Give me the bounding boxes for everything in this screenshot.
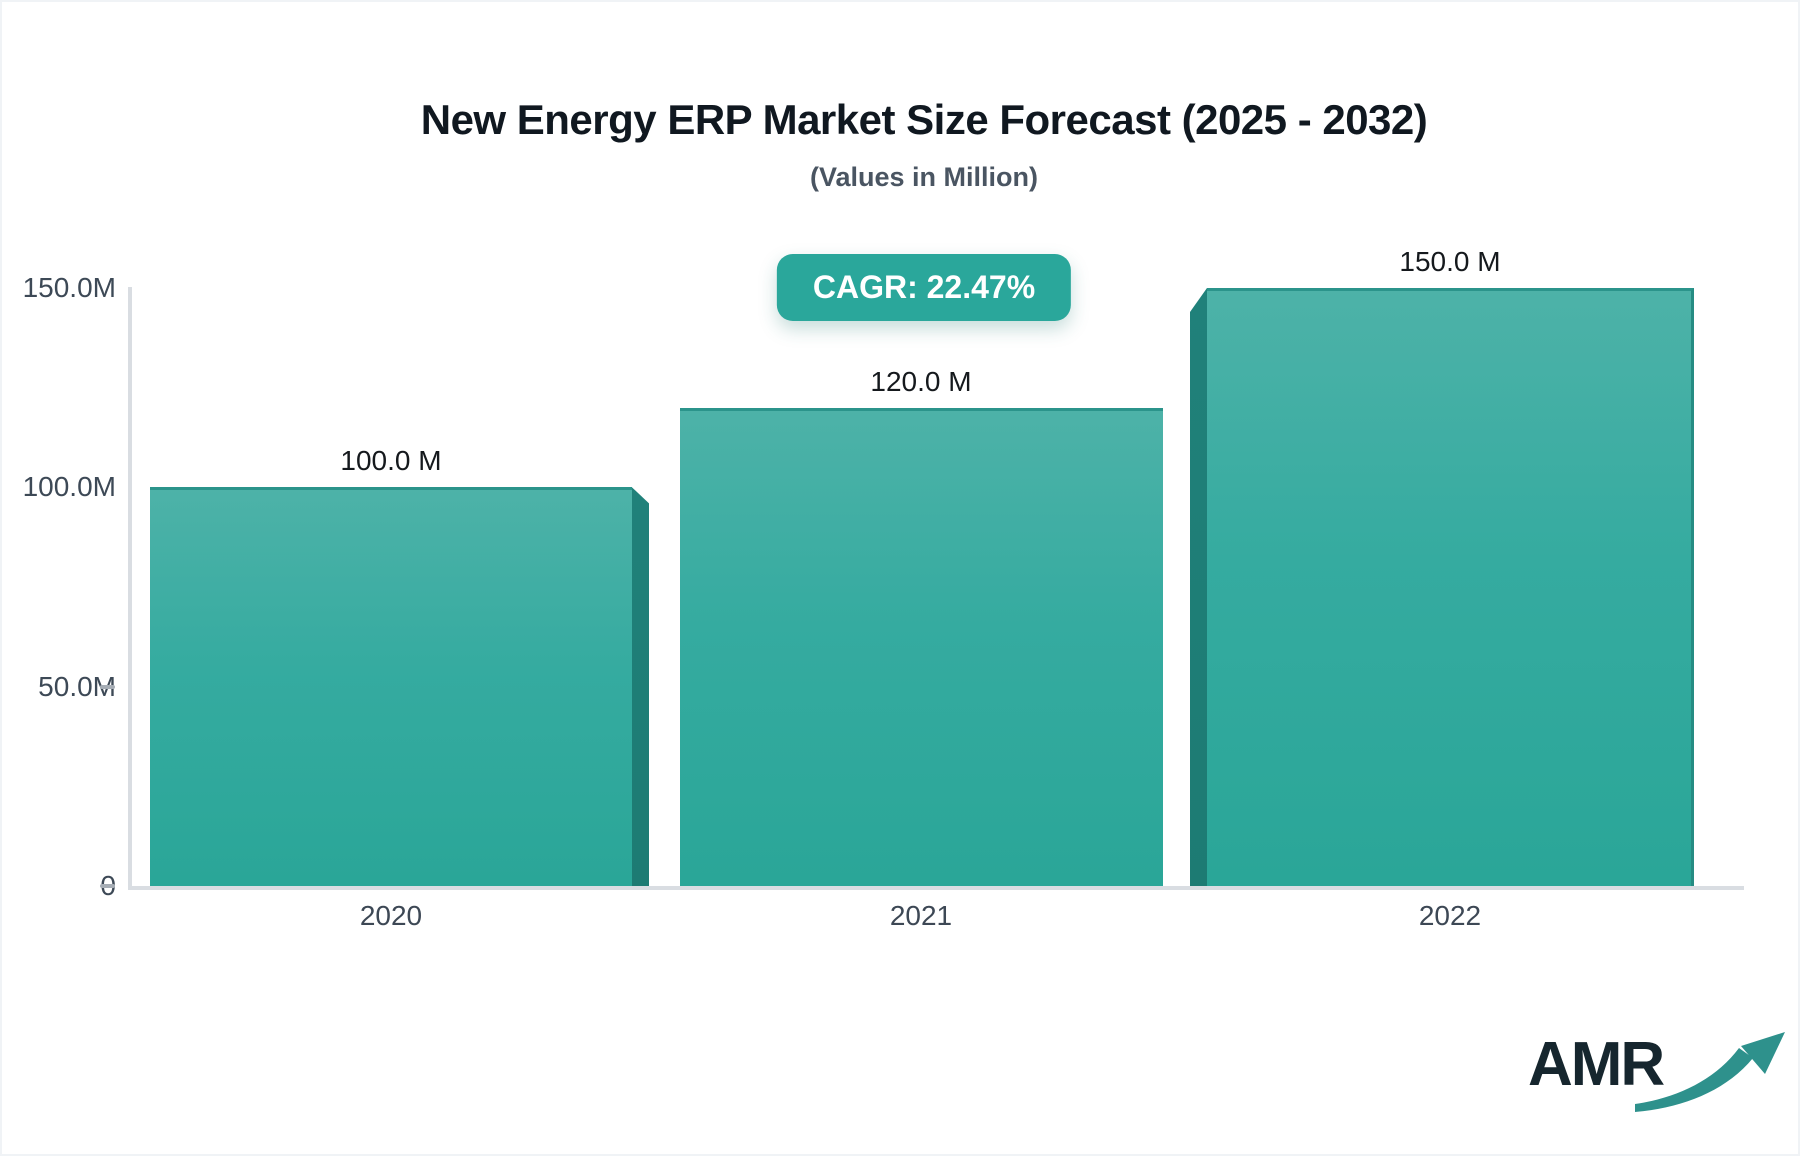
bar-value-label: 120.0 M (870, 365, 972, 397)
bar-value-label: 150.0 M (1399, 246, 1501, 277)
x-category-label-2022: 2022 (1418, 900, 1482, 931)
bar-2022 (1207, 288, 1694, 886)
bar-value-label: 100.0 M (340, 445, 442, 477)
cagr-badge: CAGR: 22.47% (776, 254, 1072, 321)
bar-2021 (680, 407, 1163, 886)
amr-logo: AMR (1528, 1030, 1793, 1120)
y-tick-label-50: 50.0M (38, 670, 116, 702)
y-tick-dash-50 (100, 684, 115, 689)
y-tick-label-0: 0 (0, 870, 116, 902)
y-axis-line (128, 287, 132, 888)
growth-arrow-icon (1635, 1032, 1786, 1112)
x-axis-line (128, 886, 1744, 890)
y-tick-label-100: 100.0M (22, 471, 116, 503)
x-category-label-2021: 2021 (889, 900, 953, 931)
y-tick-label-150: 150.0M (22, 272, 116, 303)
bar-2020-side-bevel (632, 487, 649, 886)
amr-logo-text: AMR (1528, 1030, 1665, 1099)
y-tick-dash-0 (100, 884, 115, 888)
bar-2022-side-bevel (1190, 288, 1207, 886)
chart-title: New Energy ERP Market Size Forecast (202… (420, 96, 1428, 143)
x-category-label-2020: 2020 (359, 900, 423, 931)
bar-2020 (150, 487, 632, 886)
chart-subtitle: (Values in Million) (809, 162, 1039, 192)
